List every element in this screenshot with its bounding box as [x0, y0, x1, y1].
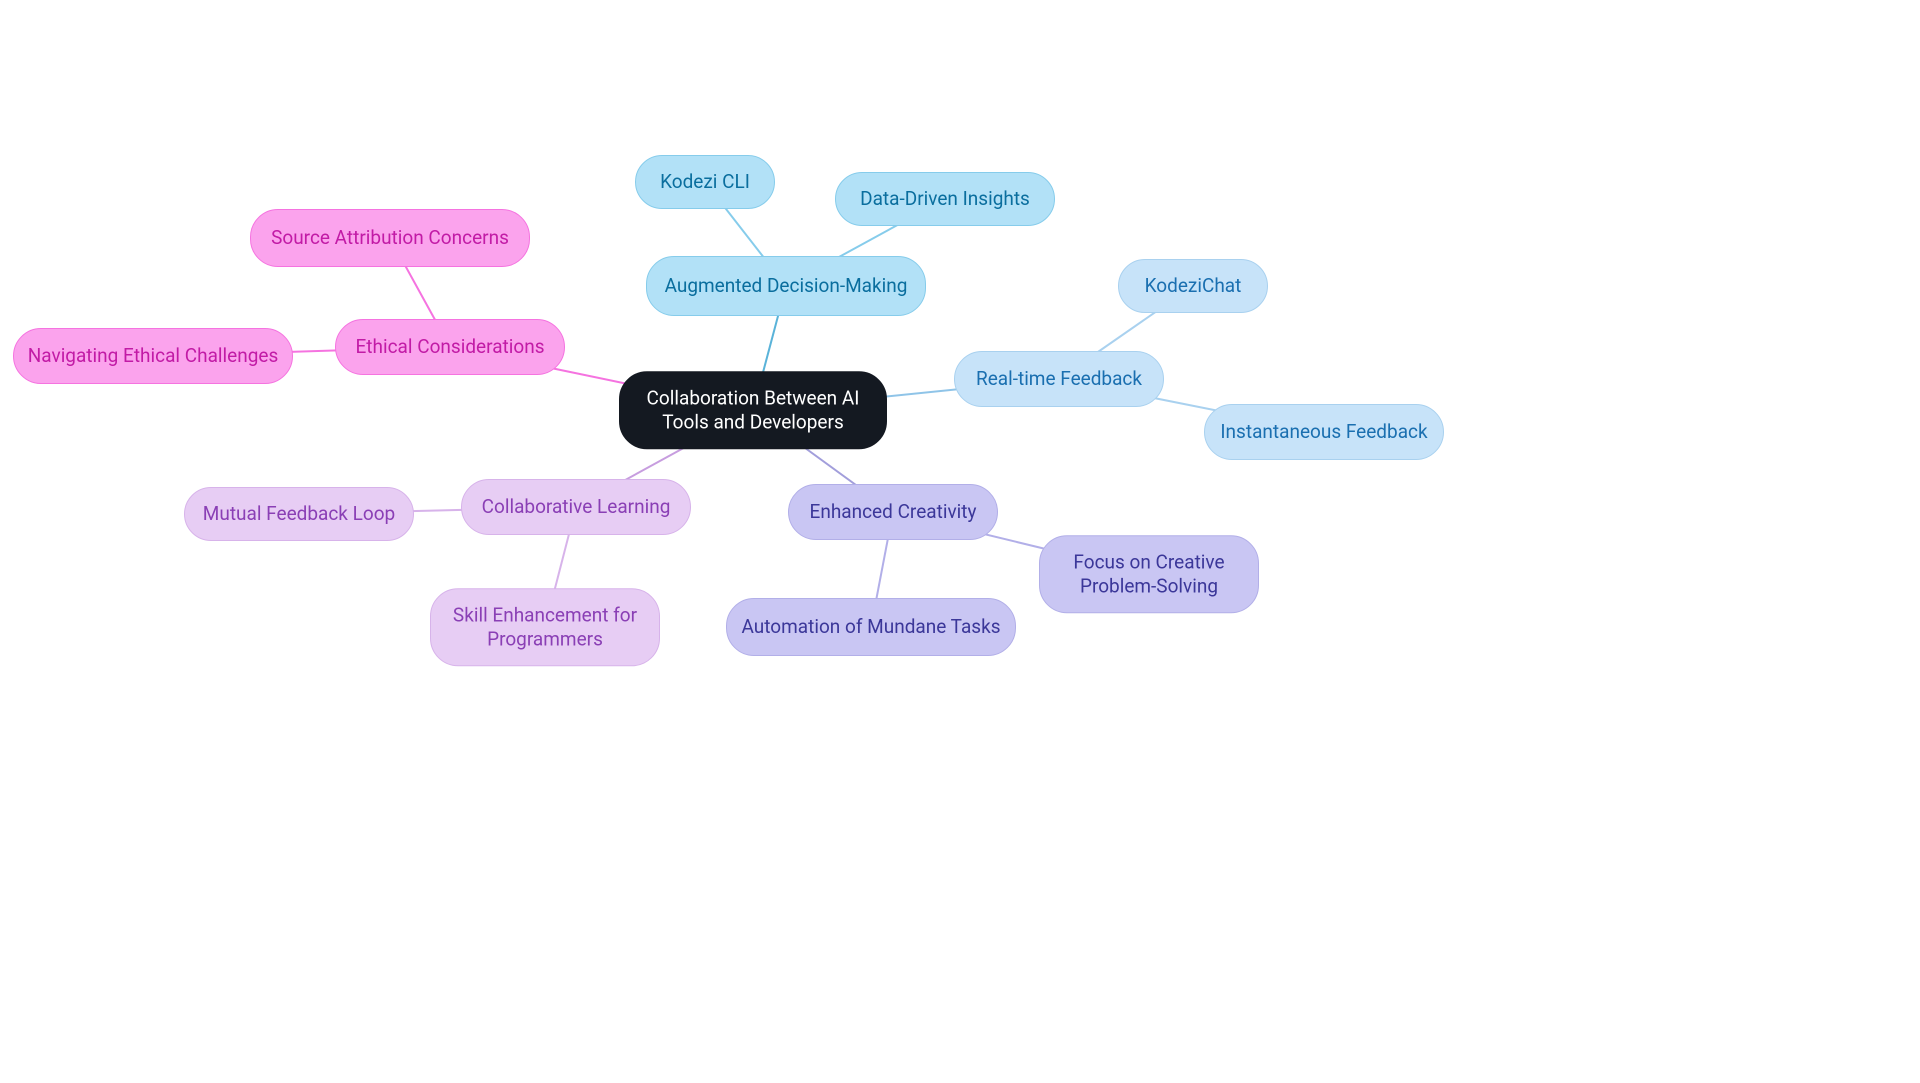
node-label: Focus on Creative Problem-Solving — [1060, 550, 1238, 598]
node-label: Real-time Feedback — [976, 367, 1142, 391]
node-label: Collaboration Between AI Tools and Devel… — [640, 386, 866, 434]
node-rtf: Real-time Feedback — [954, 351, 1164, 407]
node-label: KodeziChat — [1145, 274, 1242, 298]
node-kchat: KodeziChat — [1118, 259, 1268, 313]
node-label: Kodezi CLI — [660, 170, 750, 194]
node-auto: Automation of Mundane Tasks — [726, 598, 1016, 656]
nodes-layer: Collaboration Between AI Tools and Devel… — [0, 0, 1920, 1083]
node-label: Data-Driven Insights — [860, 187, 1030, 211]
node-inst: Instantaneous Feedback — [1204, 404, 1444, 460]
node-cli: Kodezi CLI — [635, 155, 775, 209]
node-aug: Augmented Decision-Making — [646, 256, 926, 316]
node-skill: Skill Enhancement for Programmers — [430, 588, 660, 666]
node-label: Enhanced Creativity — [810, 500, 977, 524]
node-ddi: Data-Driven Insights — [835, 172, 1055, 226]
node-label: Navigating Ethical Challenges — [28, 344, 279, 368]
node-label: Instantaneous Feedback — [1220, 420, 1427, 444]
node-label: Skill Enhancement for Programmers — [451, 603, 639, 651]
central-node: Collaboration Between AI Tools and Devel… — [619, 371, 887, 449]
node-loop: Mutual Feedback Loop — [184, 487, 414, 541]
node-nav: Navigating Ethical Challenges — [13, 328, 293, 384]
node-label: Mutual Feedback Loop — [203, 502, 395, 526]
node-learn: Collaborative Learning — [461, 479, 691, 535]
node-ethic: Ethical Considerations — [335, 319, 565, 375]
node-label: Automation of Mundane Tasks — [741, 615, 1000, 639]
node-focus: Focus on Creative Problem-Solving — [1039, 535, 1259, 613]
node-label: Collaborative Learning — [482, 495, 671, 519]
node-label: Ethical Considerations — [356, 335, 545, 359]
node-src: Source Attribution Concerns — [250, 209, 530, 267]
node-label: Augmented Decision-Making — [665, 274, 908, 298]
node-label: Source Attribution Concerns — [271, 226, 509, 250]
node-creat: Enhanced Creativity — [788, 484, 998, 540]
